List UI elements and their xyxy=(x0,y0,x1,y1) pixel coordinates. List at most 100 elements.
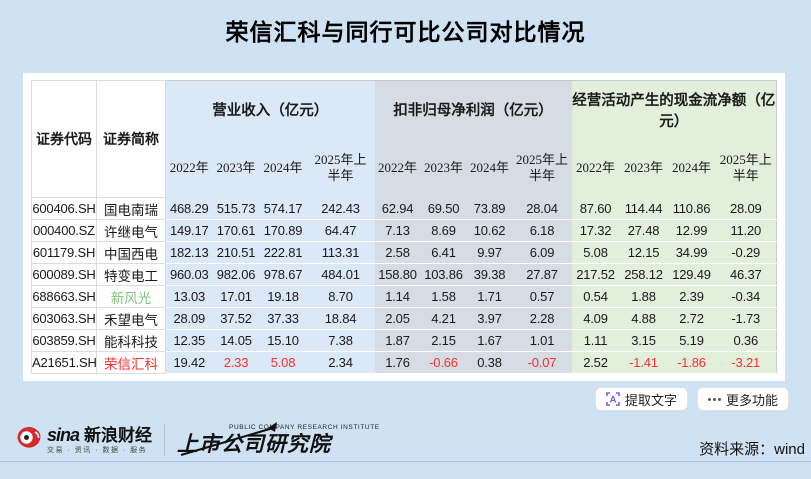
cell-value: 2.05 xyxy=(374,307,421,330)
cell-value: 574.17 xyxy=(259,197,307,220)
cell-value: 27.87 xyxy=(512,263,572,286)
cell-value: 12.15 xyxy=(619,241,668,264)
cell-value: 217.52 xyxy=(571,263,620,286)
footer-branding: sina 新浪财经 交易 · 资讯 · 数据 · 服务 PUBLIC COMPA… xyxy=(15,420,380,460)
cell-value: 222.81 xyxy=(259,241,307,264)
cell-value: 2.34 xyxy=(306,351,375,374)
more-features-label: 更多功能 xyxy=(725,392,778,408)
cell-value: 2.28 xyxy=(512,307,572,330)
cell-value: 1.67 xyxy=(466,329,513,352)
cell-value: 13.03 xyxy=(165,285,213,308)
cell-code: 600089.SH xyxy=(31,263,97,286)
cell-value: 149.17 xyxy=(165,219,213,242)
cell-value: 3.97 xyxy=(466,307,513,330)
cell-value: 27.48 xyxy=(619,219,668,242)
data-source-label: 资料来源：wind xyxy=(699,441,805,458)
table-row: 600406.SH 国电南瑞 468.29 515.73 574.17 242.43 62.… xyxy=(31,197,777,220)
cell-value: 15.10 xyxy=(259,329,307,352)
table-row: 000400.SZ 许继电气 149.17 170.61 170.89 64.47 7.13… xyxy=(31,219,777,242)
cell-value: 12.99 xyxy=(667,219,716,242)
cell-value: 17.01 xyxy=(212,285,260,308)
cell-value: 1.71 xyxy=(466,285,513,308)
cell-value: 10.62 xyxy=(466,219,513,242)
logo-divider xyxy=(164,424,166,456)
institute-name-cn: 上市公司研究院 xyxy=(177,432,332,456)
year-header: 2025年上半年 xyxy=(512,138,572,198)
cell-value: 1.01 xyxy=(512,329,572,352)
cell-value: 182.13 xyxy=(165,241,213,264)
extract-text-label: 提取文字 xyxy=(624,392,677,408)
cell-name: 禾望电气 xyxy=(96,307,166,330)
cell-value: 17.32 xyxy=(571,219,620,242)
table-row: 601179.SH 中国西电 182.13 210.51 222.81 113.31 2.5… xyxy=(31,241,777,264)
cell-value: -0.34 xyxy=(715,285,777,308)
cell-value: -1.86 xyxy=(667,351,716,374)
cell-name: 中国西电 xyxy=(96,241,166,264)
cell-value: 1.58 xyxy=(420,285,467,308)
cell-value: 28.09 xyxy=(715,197,777,220)
sina-tagline: 交易 · 资讯 · 数据 · 服务 xyxy=(47,447,148,454)
cell-value: -1.41 xyxy=(619,351,668,374)
cell-value: 5.08 xyxy=(259,351,307,374)
svg-text:A: A xyxy=(610,395,617,406)
extract-text-icon: A xyxy=(606,392,620,406)
cell-value: 2.52 xyxy=(571,351,620,374)
year-header-row: 2022年 2023年 2024年 2025年上半年 2022年 2023年 2… xyxy=(32,138,777,198)
cell-value: 170.61 xyxy=(212,219,260,242)
cell-value: 4.21 xyxy=(420,307,467,330)
cell-value: 103.86 xyxy=(420,263,467,286)
cell-value: 2.58 xyxy=(374,241,421,264)
year-header: 2024年 xyxy=(466,138,513,198)
cell-value: 0.36 xyxy=(715,329,777,352)
cell-value: 6.09 xyxy=(512,241,572,264)
year-header: 2022年 xyxy=(571,138,620,198)
cell-value: -0.66 xyxy=(420,351,467,374)
cell-code: 000400.SZ xyxy=(31,219,97,242)
table-row: 688663.SH 新风光 13.03 17.01 19.18 8.70 1.14 1.58 1… xyxy=(31,285,777,308)
cell-value: 19.42 xyxy=(165,351,213,374)
cell-value: 37.33 xyxy=(259,307,307,330)
cell-value: 210.51 xyxy=(212,241,260,264)
cell-value: 0.38 xyxy=(466,351,513,374)
cell-value: 73.89 xyxy=(466,197,513,220)
cell-value: 2.39 xyxy=(667,285,716,308)
cell-value: 19.18 xyxy=(259,285,307,308)
cell-value: -3.21 xyxy=(715,351,777,374)
cell-value: 7.13 xyxy=(374,219,421,242)
group-header-profit: 扣非归母净利润（亿元） xyxy=(374,80,572,139)
group-header-row: 证券代码 证券简称 营业收入（亿元） 扣非归母净利润（亿元） 经营活动产生的现金… xyxy=(31,80,777,198)
cell-value: 39.38 xyxy=(466,263,513,286)
sina-finance-logo: sina 新浪财经 交易 · 资讯 · 数据 · 服务 xyxy=(15,425,152,456)
cell-name: 特变电工 xyxy=(96,263,166,286)
cell-name: 新风光 xyxy=(96,285,166,308)
ellipsis-icon xyxy=(707,397,721,401)
cell-value: 28.09 xyxy=(165,307,213,330)
cell-code: 603859.SH xyxy=(31,329,97,352)
cell-code: 688663.SH xyxy=(31,285,97,308)
cell-value: 2.33 xyxy=(212,351,260,374)
cell-value: 468.29 xyxy=(165,197,213,220)
page-title: 荣信汇科与同行可比公司对比情况 xyxy=(225,19,586,45)
cell-value: -1.73 xyxy=(715,307,777,330)
cell-value: -0.07 xyxy=(512,351,572,374)
viewer-action-bar: A 提取文字 更多功能 xyxy=(594,387,789,411)
cell-value: 2.72 xyxy=(667,307,716,330)
cell-value: 14.05 xyxy=(212,329,260,352)
cell-value: 113.31 xyxy=(306,241,375,264)
sina-finance-name: 新浪财经 xyxy=(84,426,153,445)
cell-value: 8.69 xyxy=(420,219,467,242)
cell-value: 64.47 xyxy=(306,219,375,242)
cell-value: 87.60 xyxy=(571,197,620,220)
more-features-button[interactable]: 更多功能 xyxy=(696,387,789,411)
cell-value: 0.57 xyxy=(512,285,572,308)
table-panel: 证券代码 证券简称 营业收入（亿元） 扣非归母净利润（亿元） 经营活动产生的现金… xyxy=(23,73,785,381)
cell-name: 能科科技 xyxy=(96,329,166,352)
cell-value: 170.89 xyxy=(259,219,307,242)
extract-text-button[interactable]: A 提取文字 xyxy=(594,387,688,411)
cell-value: 18.84 xyxy=(306,307,375,330)
cell-value: 34.99 xyxy=(667,241,716,264)
table-row: 603859.SH 能科科技 12.35 14.05 15.10 7.38 1.87 2.15… xyxy=(31,329,777,352)
cell-value: 258.12 xyxy=(619,263,668,286)
cell-name: 荣信汇科 xyxy=(96,351,166,374)
